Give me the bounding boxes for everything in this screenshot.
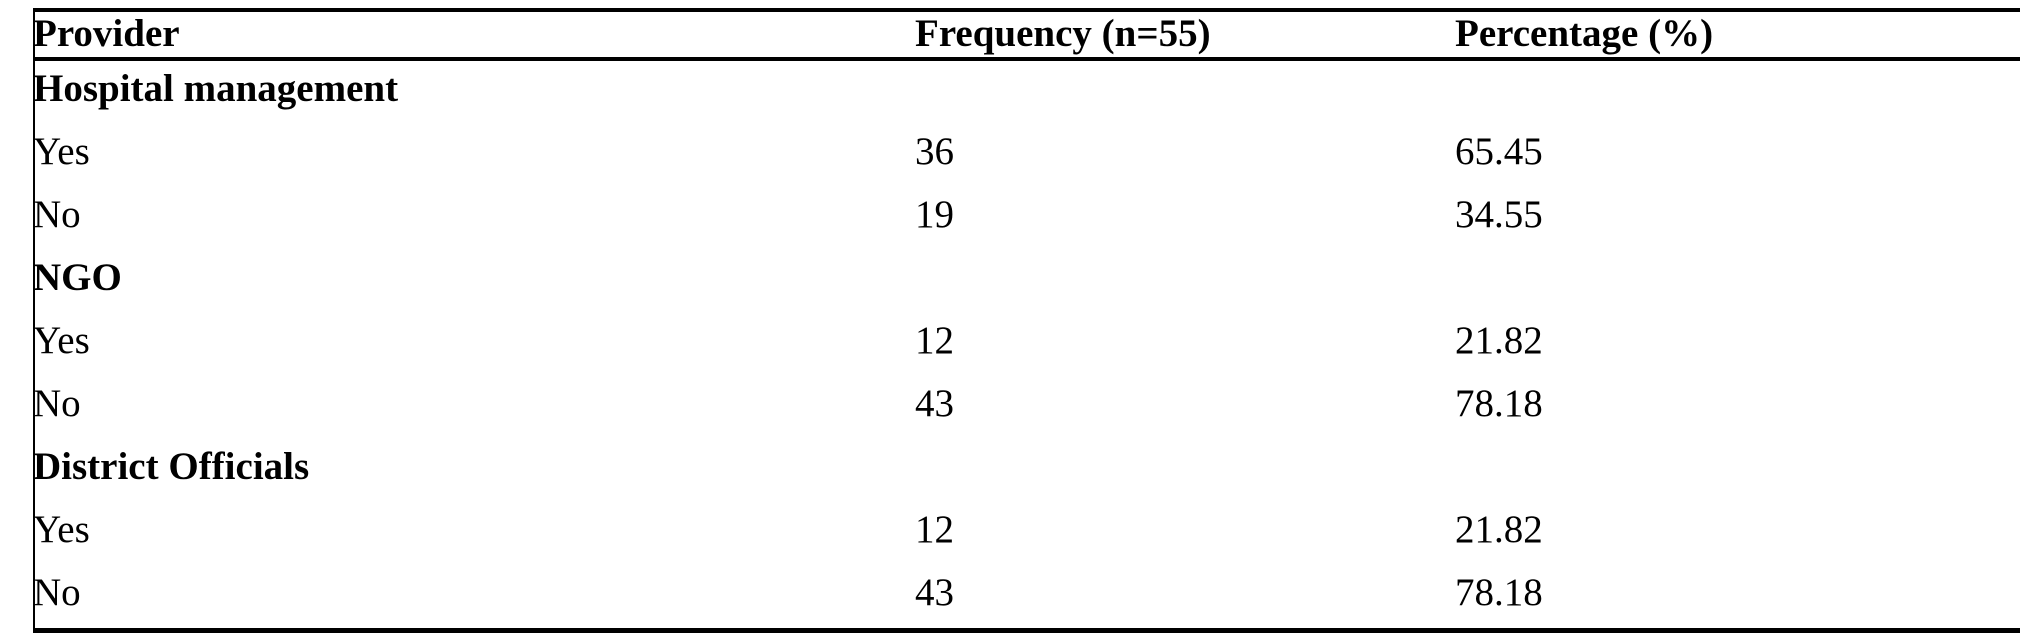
- frequency-cell: 19: [915, 193, 954, 236]
- table-header: Provider Frequency (n=55) Percentage (%): [33, 11, 2020, 57]
- column-header-frequency: Frequency (n=55): [915, 12, 1211, 55]
- option-label-cell: Yes: [33, 508, 90, 551]
- table-left-border: [33, 8, 35, 633]
- percentage-cell: 21.82: [1455, 508, 1543, 551]
- frequency-cell: 12: [915, 319, 954, 362]
- table-header-rule: [33, 57, 2020, 61]
- percentage-cell: 34.55: [1455, 193, 1543, 236]
- option-label-cell: Yes: [33, 130, 90, 173]
- percentage-cell: 78.18: [1455, 382, 1543, 425]
- percentage-cell: 65.45: [1455, 130, 1543, 173]
- table-row: NGO: [33, 246, 2020, 309]
- column-header-provider: Provider: [33, 12, 180, 55]
- table-bottom-rule: [33, 628, 2020, 633]
- option-label-cell: No: [33, 382, 81, 425]
- percentage-cell: 78.18: [1455, 571, 1543, 614]
- table-row: No 19 34.55: [33, 183, 2020, 246]
- table-row: No 43 78.18: [33, 372, 2020, 435]
- frequency-cell: [915, 57, 1455, 120]
- provider-frequency-table: Provider Frequency (n=55) Percentage (%)…: [33, 11, 2020, 624]
- frequency-cell: 43: [915, 382, 954, 425]
- percentage-cell: [1455, 246, 2020, 309]
- table-body: Hospital management Yes 36 65.45 No 19 34.55 NG…: [33, 57, 2020, 624]
- table-row: Yes 12 21.82: [33, 309, 2020, 372]
- table-row: Yes 36 65.45: [33, 120, 2020, 183]
- table-row: No 43 78.18: [33, 561, 2020, 624]
- column-header-percentage: Percentage (%): [1455, 12, 1714, 55]
- section-label-cell: NGO: [33, 256, 122, 299]
- table-row: Hospital management: [33, 57, 2020, 120]
- frequency-cell: [915, 435, 1455, 498]
- section-label-cell: District Officials: [33, 445, 310, 488]
- percentage-cell: [1455, 435, 2020, 498]
- option-label-cell: No: [33, 571, 81, 614]
- frequency-cell: [915, 246, 1455, 309]
- option-label-cell: No: [33, 193, 81, 236]
- option-label-cell: Yes: [33, 319, 90, 362]
- frequency-cell: 12: [915, 508, 954, 551]
- section-label-cell: Hospital management: [33, 67, 399, 110]
- table-top-rule: [33, 8, 2020, 12]
- frequency-cell: 36: [915, 130, 954, 173]
- frequency-cell: 43: [915, 571, 954, 614]
- percentage-cell: 21.82: [1455, 319, 1543, 362]
- table-row: Yes 12 21.82: [33, 498, 2020, 561]
- table-header-row: Provider Frequency (n=55) Percentage (%): [33, 11, 2020, 57]
- percentage-cell: [1455, 57, 2020, 120]
- table-row: District Officials: [33, 435, 2020, 498]
